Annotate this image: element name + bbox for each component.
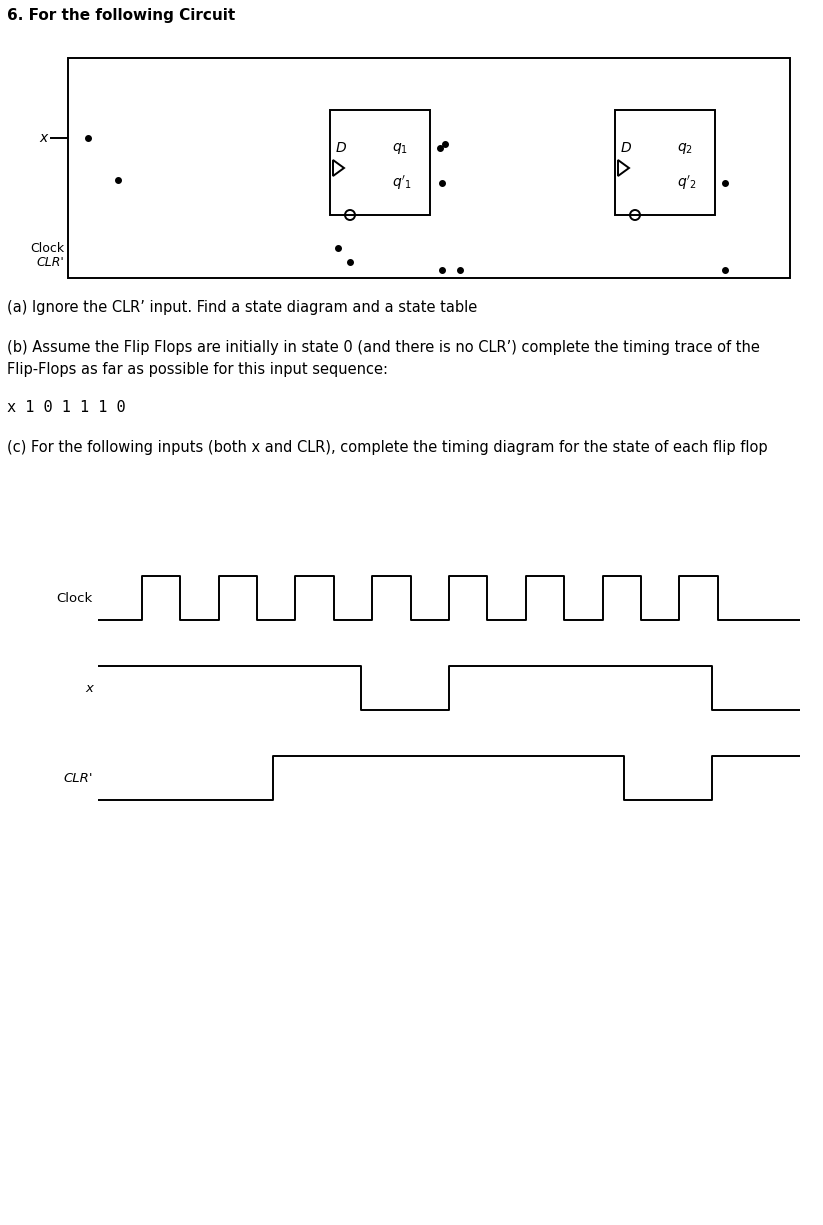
Text: (a) Ignore the CLR’ input. Find a state diagram and a state table: (a) Ignore the CLR’ input. Find a state … — [7, 300, 477, 315]
Text: x: x — [85, 681, 93, 695]
Text: Clock: Clock — [30, 241, 64, 255]
Text: D: D — [336, 141, 346, 156]
Text: (b) Assume the Flip Flops are initially in state 0 (and there is no CLR’) comple: (b) Assume the Flip Flops are initially … — [7, 341, 760, 355]
Bar — [68, 58, 790, 278]
Text: Clock: Clock — [57, 592, 93, 604]
Text: D: D — [621, 141, 631, 156]
Text: (c) For the following inputs (both x and CLR), complete the timing diagram for t: (c) For the following inputs (both x and… — [7, 440, 768, 454]
Text: CLR': CLR' — [63, 772, 93, 784]
Text: x 1 0 1 1 1 0: x 1 0 1 1 1 0 — [7, 401, 126, 415]
Text: $q_1$: $q_1$ — [392, 141, 408, 156]
Text: $q'_2$: $q'_2$ — [677, 174, 697, 192]
Text: Flip-Flops as far as possible for this input sequence:: Flip-Flops as far as possible for this i… — [7, 363, 388, 377]
Bar — [615, 110, 715, 216]
Bar — [330, 110, 430, 216]
Text: $q_2$: $q_2$ — [677, 141, 693, 156]
Text: $q'_1$: $q'_1$ — [392, 174, 412, 192]
Text: 6. For the following Circuit: 6. For the following Circuit — [7, 9, 235, 23]
Text: x: x — [40, 131, 48, 145]
Text: CLR': CLR' — [36, 256, 64, 268]
